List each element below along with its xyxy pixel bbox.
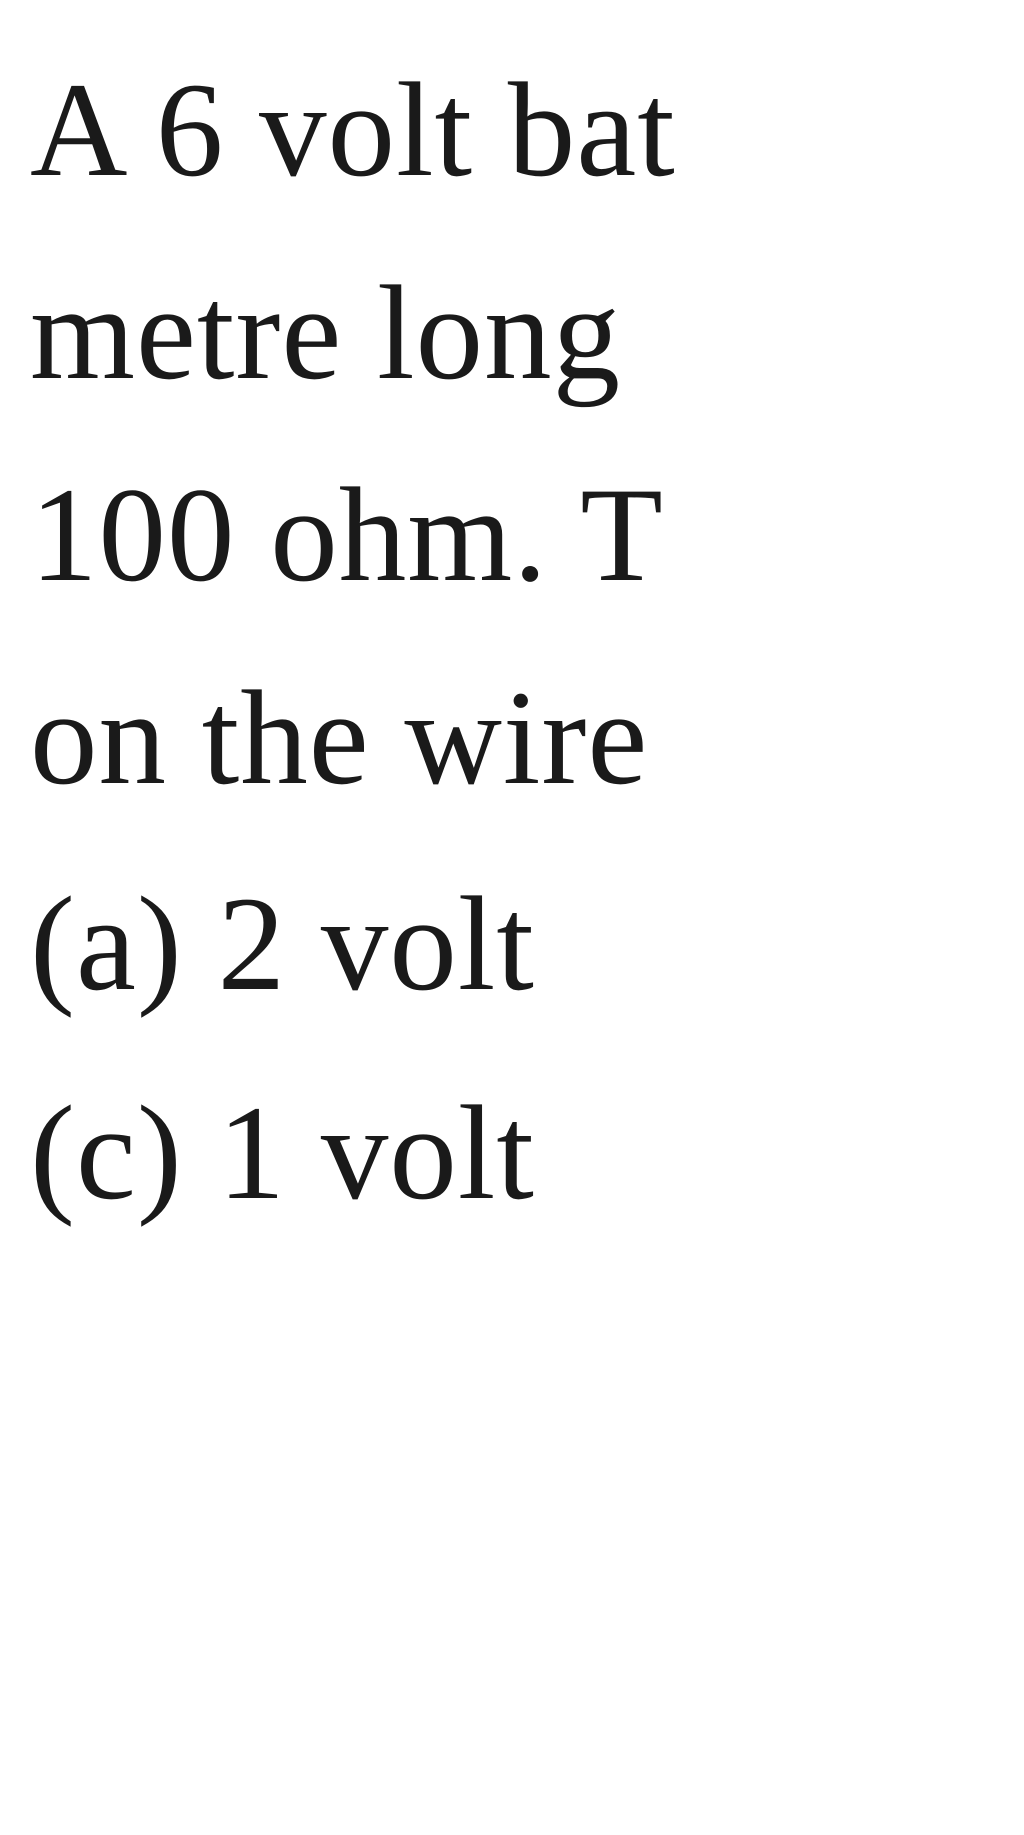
question-line-2: metre long xyxy=(30,233,1014,436)
option-a: (a) 2 volt xyxy=(30,840,1014,1049)
option-a-label: (a) xyxy=(30,870,183,1019)
question-line-1: A 6 volt bat xyxy=(30,30,1014,233)
option-c: (c) 1 volt xyxy=(30,1049,1014,1258)
option-a-text: 2 volt xyxy=(218,870,535,1019)
question-line-4: on the wire xyxy=(30,638,1014,841)
option-c-text: 1 volt xyxy=(218,1079,535,1228)
option-c-label: (c) xyxy=(30,1079,183,1228)
question-line-3: 100 ohm. T xyxy=(30,435,1014,638)
